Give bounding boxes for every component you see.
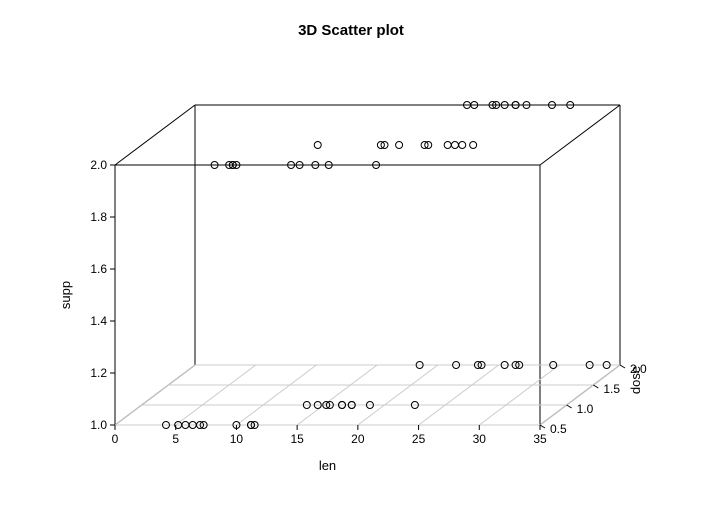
y-axis-label: supp xyxy=(58,281,73,309)
chart-container: 3D Scatter plot 0 5 10 15 20 25 30 35 1.0 1.2 1.4 1… xyxy=(0,0,703,507)
grid-lines xyxy=(115,365,620,425)
svg-text:15: 15 xyxy=(290,432,304,446)
svg-text:25: 25 xyxy=(412,432,426,446)
data-point xyxy=(470,142,477,149)
data-point xyxy=(314,142,321,149)
svg-text:10: 10 xyxy=(230,432,244,446)
svg-text:0.5: 0.5 xyxy=(550,422,567,436)
chart-title: 3D Scatter plot xyxy=(298,22,404,39)
svg-text:30: 30 xyxy=(473,432,487,446)
z-axis-label: dose xyxy=(628,366,643,394)
svg-text:0: 0 xyxy=(112,432,119,446)
scatter-3d-svg: 3D Scatter plot 0 5 10 15 20 25 30 35 1.0 1.2 1.4 1… xyxy=(0,0,703,507)
data-point xyxy=(459,142,466,149)
x-axis-label: len xyxy=(319,458,336,473)
data-point xyxy=(396,142,403,149)
svg-text:1.4: 1.4 xyxy=(90,314,107,328)
data-points xyxy=(163,102,611,429)
axis-ticks: 0 5 10 15 20 25 30 35 1.0 1.2 1.4 1.6 1.8 2.0 0.5 1.0 1.… xyxy=(90,158,647,446)
data-point xyxy=(451,142,458,149)
svg-text:2.0: 2.0 xyxy=(90,158,107,172)
data-point xyxy=(444,142,451,149)
svg-text:1.8: 1.8 xyxy=(90,210,107,224)
svg-text:1.6: 1.6 xyxy=(90,262,107,276)
svg-text:1.2: 1.2 xyxy=(90,366,107,380)
svg-text:35: 35 xyxy=(533,432,547,446)
svg-text:5: 5 xyxy=(172,432,179,446)
svg-text:1.0: 1.0 xyxy=(577,402,594,416)
box-frame xyxy=(115,105,620,425)
svg-text:20: 20 xyxy=(351,432,365,446)
svg-text:1.5: 1.5 xyxy=(603,382,620,396)
svg-text:1.0: 1.0 xyxy=(90,418,107,432)
